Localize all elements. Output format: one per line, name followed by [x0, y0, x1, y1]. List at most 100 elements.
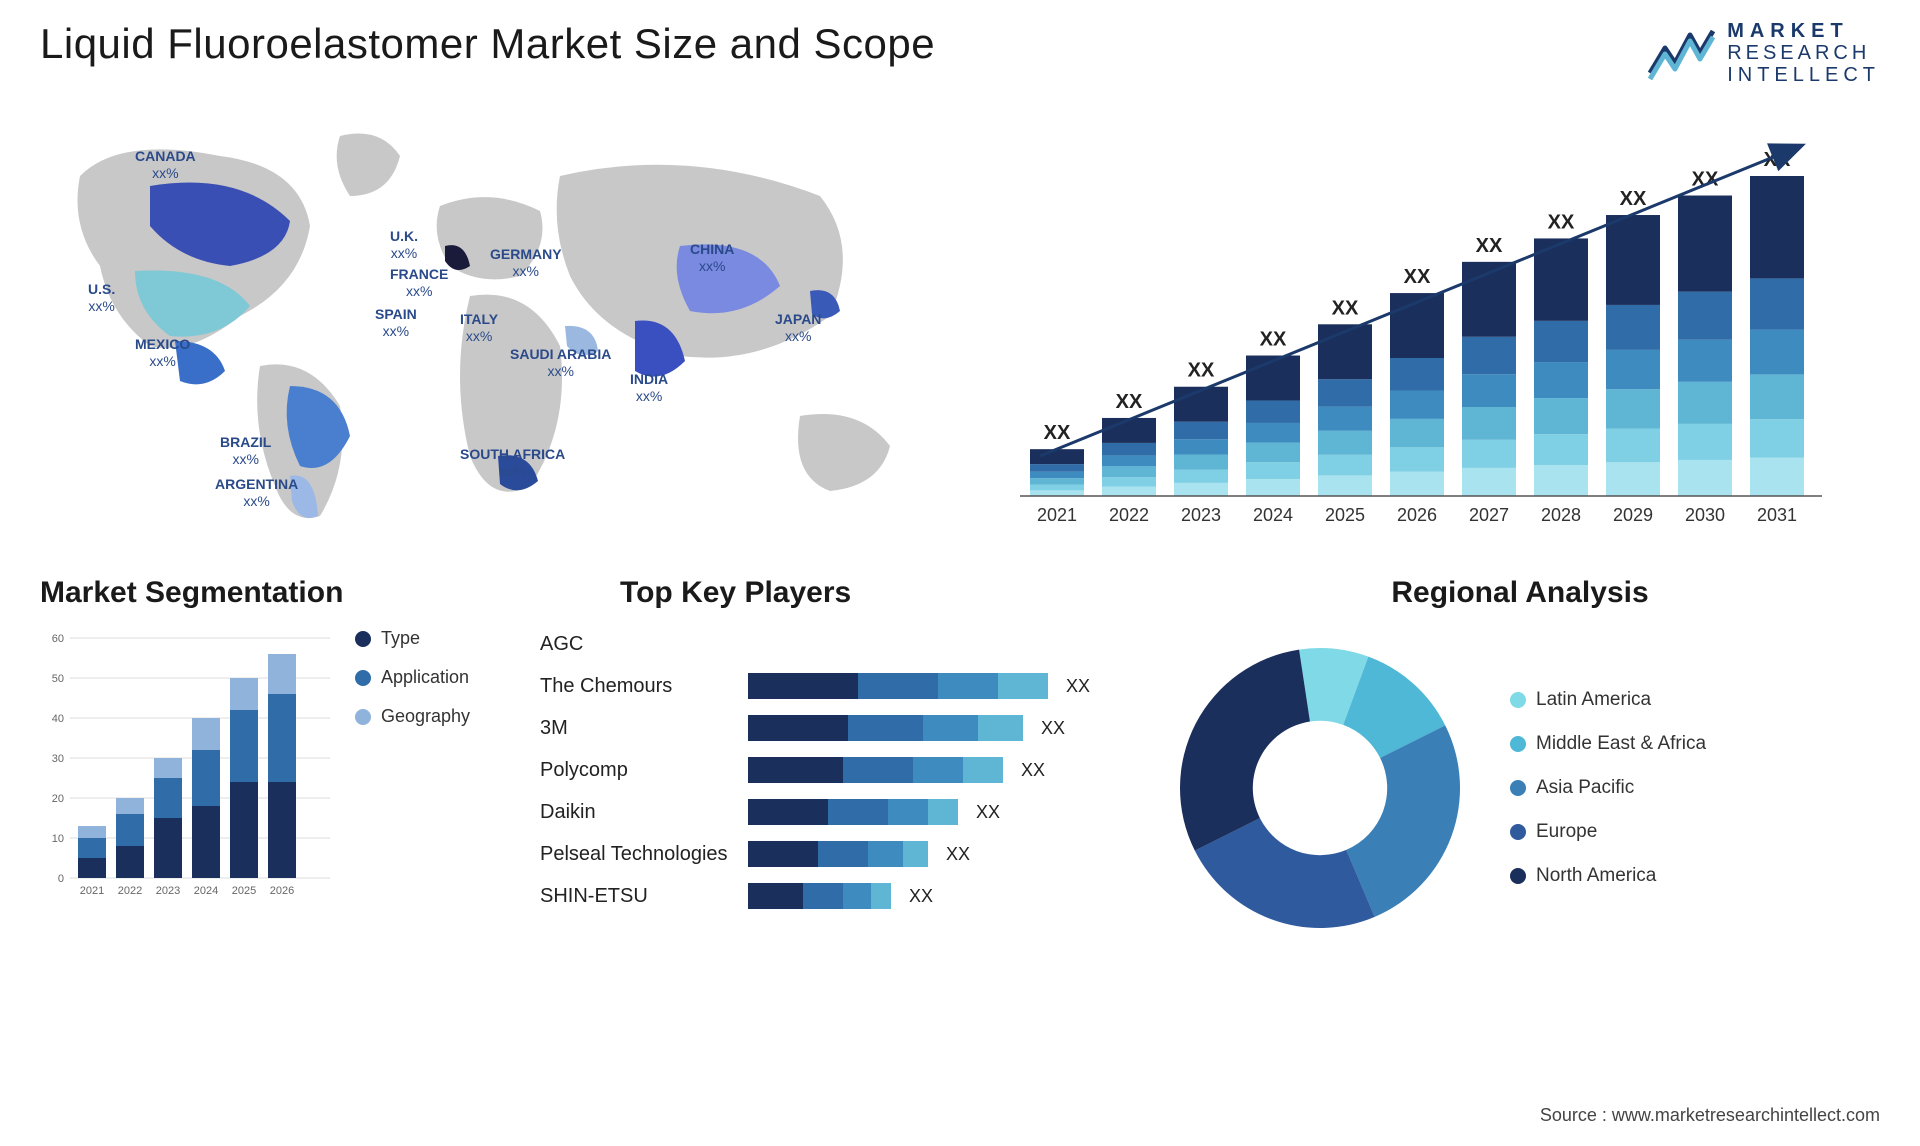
player-bar-segment [871, 883, 891, 909]
player-name: AGC [540, 633, 740, 656]
player-name: 3M [540, 717, 740, 740]
player-bar [748, 757, 1003, 783]
segmentation-legend: Type Application Geography [355, 628, 470, 727]
segmentation-chart: 0102030405060202120222023202420252026 [40, 628, 330, 908]
svg-text:2029: 2029 [1613, 505, 1653, 525]
map-label-argentina: ARGENTINAxx% [215, 476, 298, 510]
map-label-saudi-arabia: SAUDI ARABIAxx% [510, 346, 611, 380]
regional-panel: Regional Analysis Latin America Middle Ea… [1160, 576, 1880, 948]
seg-legend-geography: Geography [355, 706, 470, 727]
svg-text:XX: XX [1548, 211, 1575, 233]
regional-legend: Latin America Middle East & Africa Asia Pa… [1510, 689, 1706, 887]
regional-legend-item: North America [1510, 865, 1706, 887]
legend-label: Latin America [1536, 689, 1651, 711]
legend-label: Asia Pacific [1536, 777, 1634, 799]
svg-text:2024: 2024 [1253, 505, 1293, 525]
svg-text:2023: 2023 [156, 885, 180, 897]
player-value: XX [1066, 676, 1090, 697]
player-bar-segment [818, 841, 868, 867]
svg-text:0: 0 [58, 873, 64, 885]
svg-text:2025: 2025 [232, 885, 256, 897]
legend-dot-icon [1510, 736, 1526, 752]
source-attribution: Source : www.marketresearchintellect.com [1540, 1105, 1880, 1126]
svg-text:2022: 2022 [118, 885, 142, 897]
svg-text:2025: 2025 [1325, 505, 1365, 525]
map-label-u-k-: U.K.xx% [390, 228, 418, 262]
player-row: AGC [540, 628, 1130, 660]
svg-text:60: 60 [52, 633, 64, 645]
brand-logo: MARKET RESEARCH INTELLECT [1645, 20, 1880, 86]
player-row: SHIN-ETSUXX [540, 880, 1130, 912]
regional-legend-item: Latin America [1510, 689, 1706, 711]
regional-donut-chart [1160, 628, 1480, 948]
legend-dot-icon [1510, 824, 1526, 840]
svg-text:XX: XX [1188, 360, 1215, 382]
player-bar-segment [913, 757, 963, 783]
player-bar-segment [928, 799, 958, 825]
svg-text:2026: 2026 [270, 885, 294, 897]
svg-text:XX: XX [1260, 329, 1287, 351]
growth-bar-chart: XX2021XX2022XX2023XX2024XX2025XX2026XX20… [1000, 116, 1860, 536]
player-bar-segment [858, 673, 938, 699]
svg-text:50: 50 [52, 673, 64, 685]
player-row: Pelseal Technologies XX [540, 838, 1130, 870]
player-name: Daikin [540, 801, 740, 824]
player-row: The Chemours XX [540, 670, 1130, 702]
map-label-italy: ITALYxx% [460, 311, 498, 345]
player-name: The Chemours [540, 675, 740, 698]
svg-text:10: 10 [52, 833, 64, 845]
player-value: XX [909, 886, 933, 907]
player-bar-segment [748, 799, 828, 825]
logo-text-2: RESEARCH [1727, 42, 1880, 64]
svg-text:XX: XX [1044, 422, 1071, 444]
player-bar-segment [978, 715, 1023, 741]
legend-dot-icon [1510, 780, 1526, 796]
regional-legend-item: Middle East & Africa [1510, 733, 1706, 755]
world-map-panel: CANADAxx%U.S.xx%MEXICOxx%BRAZILxx%ARGENT… [40, 116, 960, 536]
svg-text:XX: XX [1404, 266, 1431, 288]
player-bar-segment [748, 841, 818, 867]
player-bar [748, 673, 1048, 699]
player-value: XX [946, 844, 970, 865]
legend-label: Type [381, 628, 420, 649]
player-bar-segment [888, 799, 928, 825]
player-bar-segment [963, 757, 1003, 783]
svg-text:2030: 2030 [1685, 505, 1725, 525]
legend-dot-icon [355, 670, 371, 686]
map-label-france: FRANCExx% [390, 266, 448, 300]
legend-dot-icon [1510, 868, 1526, 884]
svg-text:2022: 2022 [1109, 505, 1149, 525]
player-name: Pelseal Technologies [540, 843, 740, 866]
logo-icon [1645, 23, 1715, 83]
map-label-south-africa: SOUTH AFRICAxx% [460, 446, 565, 480]
player-bar-segment [848, 715, 923, 741]
svg-text:XX: XX [1116, 391, 1143, 413]
player-bar-segment [938, 673, 998, 699]
player-bar-segment [998, 673, 1048, 699]
map-label-india: INDIAxx% [630, 371, 668, 405]
player-row: PolycompXX [540, 754, 1130, 786]
svg-text:40: 40 [52, 713, 64, 725]
player-bar-segment [748, 715, 848, 741]
map-label-germany: GERMANYxx% [490, 246, 562, 280]
player-bar-segment [803, 883, 843, 909]
legend-label: Middle East & Africa [1536, 733, 1706, 755]
map-label-canada: CANADAxx% [135, 148, 196, 182]
page-title: Liquid Fluoroelastomer Market Size and S… [40, 20, 935, 68]
player-bar-segment [843, 883, 871, 909]
player-bar [748, 883, 891, 909]
logo-text-3: INTELLECT [1727, 64, 1880, 86]
legend-label: North America [1536, 865, 1656, 887]
player-bar-segment [903, 841, 928, 867]
seg-legend-application: Application [355, 667, 470, 688]
svg-text:2028: 2028 [1541, 505, 1581, 525]
seg-legend-type: Type [355, 628, 470, 649]
svg-text:XX: XX [1332, 297, 1359, 319]
svg-text:2031: 2031 [1757, 505, 1797, 525]
regional-title: Regional Analysis [1160, 576, 1880, 610]
segmentation-panel: Market Segmentation 01020304050602021202… [40, 576, 510, 948]
player-bar-segment [828, 799, 888, 825]
player-row: DaikinXX [540, 796, 1130, 828]
player-bar-segment [868, 841, 903, 867]
player-bar-segment [748, 757, 843, 783]
